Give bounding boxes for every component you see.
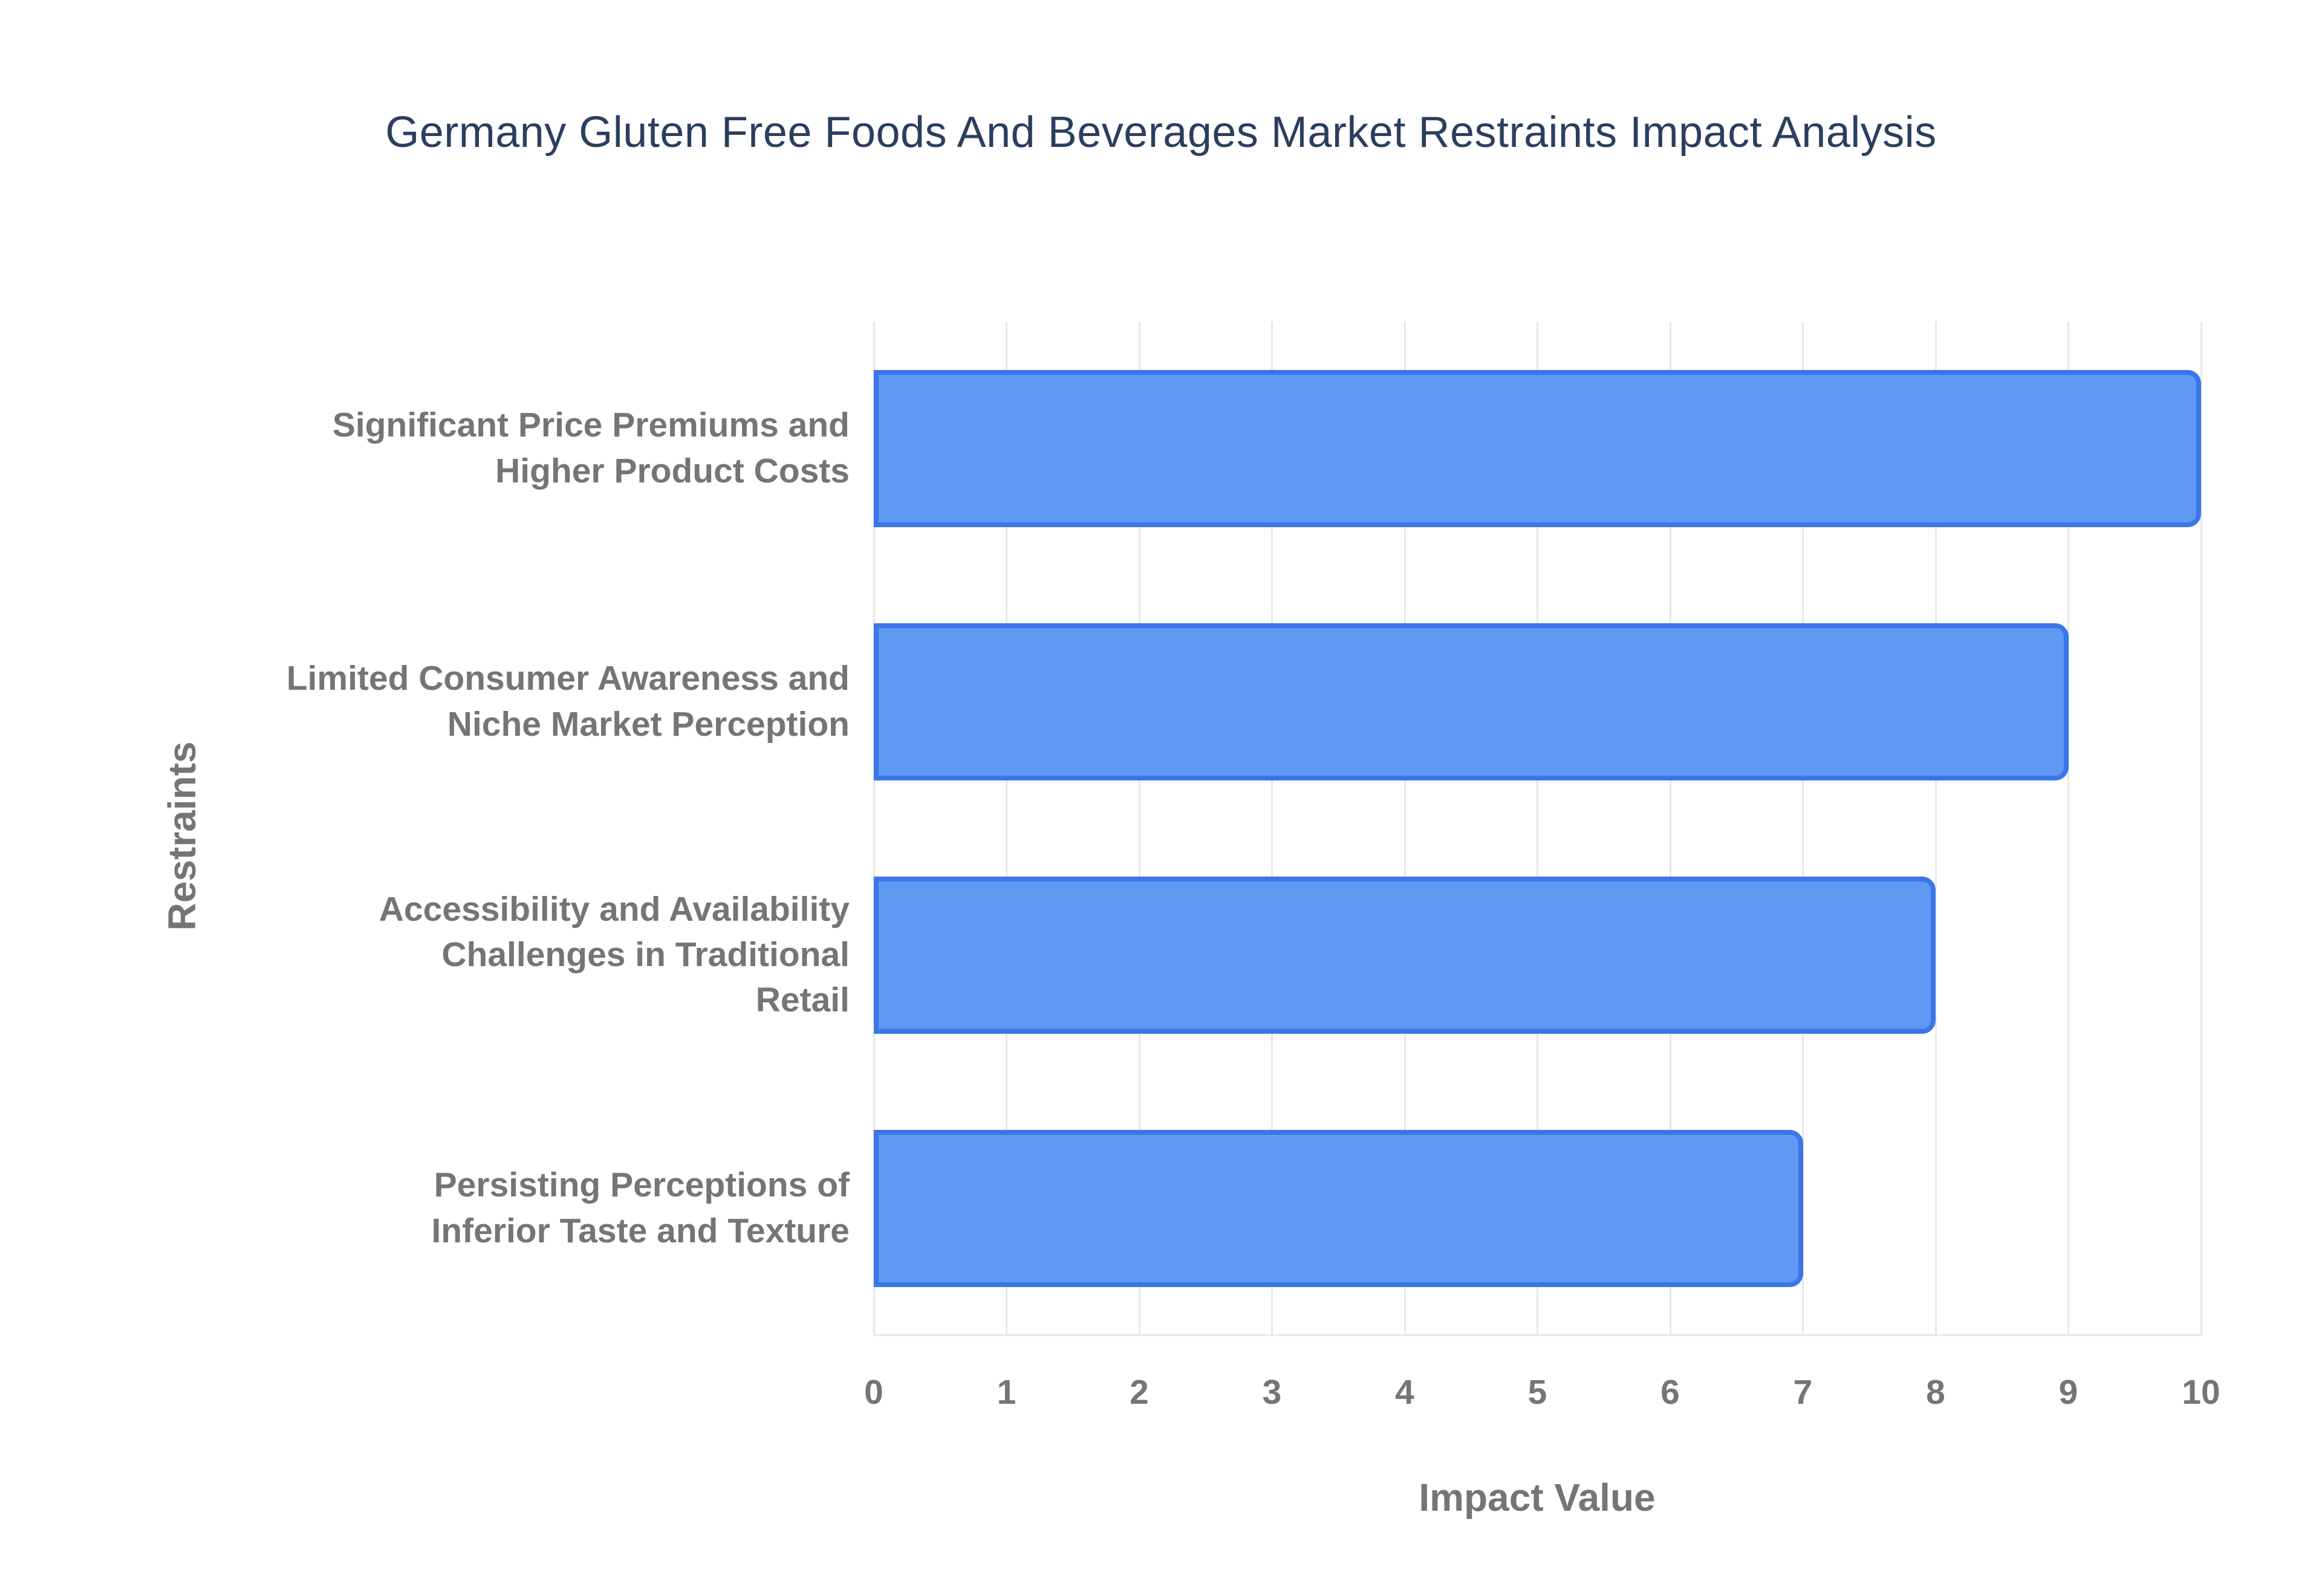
plot-area	[873, 322, 2202, 1336]
gridline-x-7	[1802, 322, 1804, 1335]
bar-3	[874, 876, 1936, 1034]
y-tick-label-text: Accessibility and Availability Challenge…	[379, 889, 850, 1020]
y-tick-label-3: Accessibility and Availability Challenge…	[139, 828, 850, 1082]
x-tick-label-9: 9	[2058, 1373, 2078, 1412]
x-tick-label-3: 3	[1262, 1373, 1282, 1412]
gridline-x-4	[1403, 322, 1406, 1335]
gridline-x-10	[2200, 322, 2202, 1335]
gridline-x-9	[2067, 322, 2069, 1335]
gridline-x-8	[1934, 322, 1937, 1335]
x-tick-label-7: 7	[1793, 1373, 1813, 1412]
gridline-x-6	[1669, 322, 1671, 1335]
chart-title: Germany Gluten Free Foods And Beverages …	[385, 108, 1937, 157]
x-tick-label-5: 5	[1527, 1373, 1547, 1412]
x-axis-title: Impact Value	[1419, 1476, 1656, 1519]
x-tick-label-2: 2	[1130, 1373, 1149, 1412]
x-tick-label-0: 0	[864, 1373, 883, 1412]
gridline-x-5	[1537, 322, 1538, 1335]
y-axis-title: Restraints	[160, 741, 204, 931]
gridline-x-3	[1271, 322, 1273, 1335]
gridline-x-1	[1006, 322, 1007, 1335]
x-tick-label-8: 8	[1926, 1373, 1945, 1412]
y-tick-label-4: Persisting Perceptions of Inferior Taste…	[139, 1082, 850, 1335]
y-tick-label-text: Significant Price Premiums and Higher Pr…	[332, 406, 850, 490]
x-tick-label-1: 1	[997, 1373, 1016, 1412]
y-tick-label-2: Limited Consumer Awareness and Niche Mar…	[139, 575, 850, 828]
x-tick-label-10: 10	[2182, 1373, 2220, 1412]
y-tick-label-1: Significant Price Premiums and Higher Pr…	[139, 322, 850, 575]
bar-4	[874, 1129, 1803, 1287]
x-axis-line	[873, 1334, 2202, 1336]
bar-2	[874, 623, 2069, 780]
gridline-x-0	[873, 322, 875, 1335]
gridline-x-2	[1138, 322, 1140, 1335]
bar-1	[874, 369, 2201, 527]
x-tick-label-4: 4	[1395, 1373, 1414, 1412]
y-tick-label-text: Persisting Perceptions of Inferior Taste…	[431, 1166, 850, 1250]
y-tick-label-text: Limited Consumer Awareness and Niche Mar…	[286, 659, 850, 744]
x-tick-label-6: 6	[1660, 1373, 1680, 1412]
